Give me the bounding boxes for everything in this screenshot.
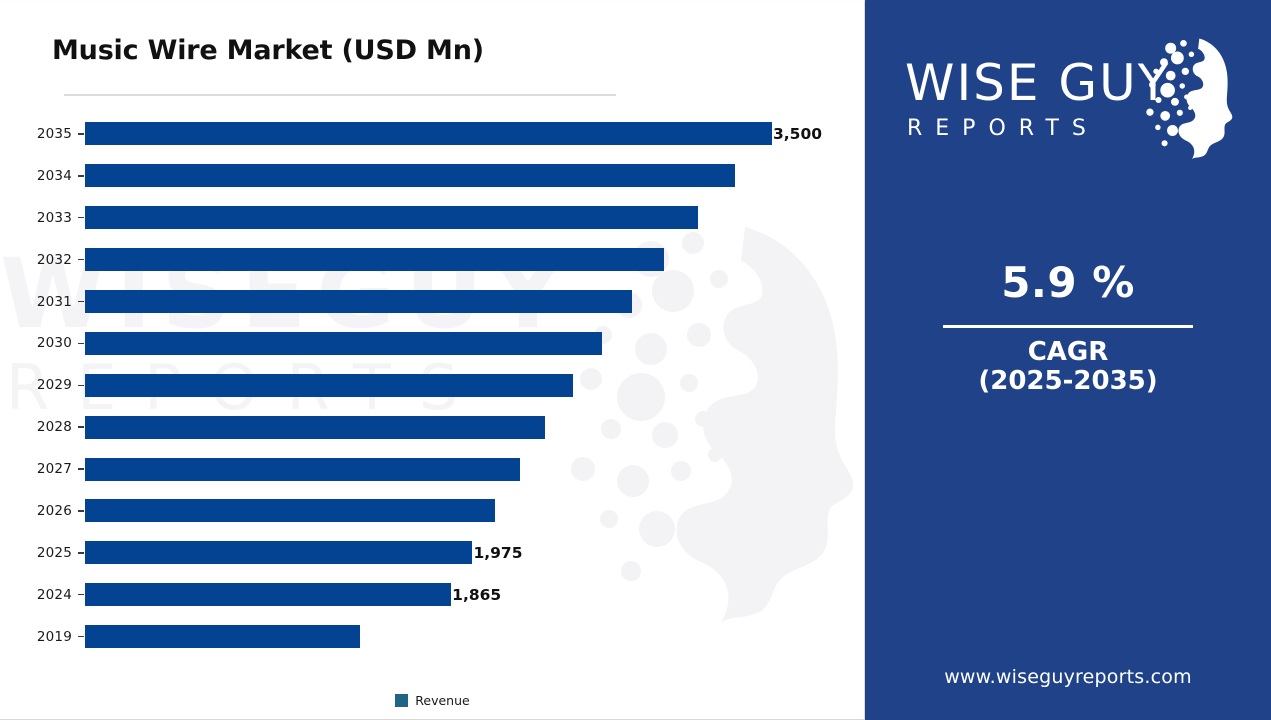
bar-2034[interactable] — [85, 164, 735, 188]
bar-row: 2030 — [0, 322, 864, 364]
bar-2035[interactable] — [85, 122, 772, 146]
cagr-divider — [943, 325, 1193, 328]
logo-wordmark: WISE GUY — [905, 54, 1171, 112]
bar-2033[interactable] — [85, 206, 699, 230]
y-axis-tick — [78, 426, 84, 428]
bar-container — [85, 290, 632, 313]
y-axis-tick — [78, 635, 84, 638]
bar-row: 2019 — [0, 616, 864, 658]
y-axis-label-2034: 2034 — [36, 167, 72, 184]
cagr-caption: CAGR (2025-2035) — [865, 337, 1271, 397]
bar-container — [85, 248, 665, 272]
y-axis-tick — [78, 594, 84, 596]
legend-swatch-revenue — [395, 694, 409, 707]
bar-2024[interactable] — [85, 583, 452, 607]
y-axis-tick — [78, 258, 84, 261]
cagr-value: 5.9 % — [1001, 258, 1135, 307]
bar-row: 2027 — [0, 448, 864, 490]
bar-container — [85, 625, 360, 649]
bar-container — [85, 457, 520, 481]
bar-row: 2028 — [0, 406, 864, 448]
bar-row: 2026 — [0, 490, 864, 532]
brand-panel: WISE GUY REPORTS 5.9 — [865, 0, 1271, 720]
bar-2029[interactable] — [85, 373, 573, 397]
y-axis-label-2025: 2025 — [36, 544, 72, 561]
brand-logo: WISE GUY REPORTS — [865, 28, 1271, 168]
bar-container — [85, 373, 573, 397]
y-axis-label-2035: 2035 — [36, 125, 72, 142]
bar-row: 2035 3,500 — [0, 113, 864, 155]
y-axis-tick — [78, 468, 84, 470]
bar-2030[interactable] — [85, 331, 603, 355]
logo-head-icon — [1146, 38, 1233, 160]
y-axis-tick — [78, 384, 84, 386]
bar-row: 2032 — [0, 239, 864, 281]
y-axis-tick — [78, 175, 84, 177]
chart-title: Music Wire Market (USD Mn) — [52, 35, 484, 66]
bar-container: 3,500 — [85, 122, 823, 146]
bar-container — [85, 415, 546, 439]
bar-2027[interactable] — [85, 457, 520, 481]
bar-row: 2024 1,865 — [0, 574, 864, 616]
bar-row: 2029 — [0, 364, 864, 406]
y-axis-label-2029: 2029 — [36, 377, 72, 394]
bar-container — [85, 499, 496, 523]
bar-container: 1,865 — [85, 583, 502, 607]
y-axis-tick — [78, 510, 84, 512]
title-divider — [64, 94, 616, 96]
bar-chart-plot: 2035 3,500 2034 2033 2032 2031 2030 2029 2028 202… — [0, 113, 864, 658]
y-axis-tick — [78, 217, 84, 219]
bar-value-label-2035: 3,500 — [773, 124, 823, 143]
y-axis-label-2024: 2024 — [36, 586, 72, 603]
y-axis-tick — [78, 342, 84, 345]
y-axis-label-2019: 2019 — [36, 628, 72, 645]
logo-subtext: REPORTS — [907, 116, 1099, 141]
bar-value-label-2025: 1,975 — [473, 543, 523, 562]
y-axis-label-2030: 2030 — [36, 335, 72, 352]
cagr-caption-line1: CAGR — [1027, 337, 1109, 367]
bar-2026[interactable] — [85, 499, 496, 523]
bar-row: 2031 — [0, 281, 864, 323]
bar-2025[interactable] — [85, 541, 473, 565]
bar-container — [85, 331, 603, 355]
bar-container: 1,975 — [85, 541, 523, 565]
chart-legend: Revenue — [0, 693, 864, 708]
cagr-caption-line2: (2025-2035) — [978, 366, 1158, 397]
website-url: www.wiseguyreports.com — [944, 666, 1192, 688]
y-axis-label-2028: 2028 — [36, 419, 72, 436]
bar-2028[interactable] — [85, 415, 546, 439]
bar-2032[interactable] — [85, 248, 665, 272]
bar-container — [85, 206, 699, 230]
bar-value-label-2024: 1,865 — [452, 585, 502, 604]
y-axis-label-2027: 2027 — [36, 461, 72, 478]
y-axis-label-2031: 2031 — [36, 293, 72, 310]
y-axis-label-2032: 2032 — [36, 251, 72, 268]
y-axis-tick — [78, 552, 84, 554]
bar-2031[interactable] — [85, 290, 632, 313]
y-axis-tick — [78, 133, 84, 135]
bar-row: 2033 — [0, 197, 864, 239]
bar-2019[interactable] — [85, 625, 360, 649]
y-axis-label-2033: 2033 — [36, 209, 72, 226]
bar-row: 2034 — [0, 155, 864, 197]
bar-row: 2025 1,975 — [0, 532, 864, 574]
bar-container — [85, 164, 735, 188]
y-axis-label-2026: 2026 — [36, 502, 72, 519]
legend-label-revenue: Revenue — [415, 693, 470, 708]
y-axis-tick — [78, 300, 84, 303]
